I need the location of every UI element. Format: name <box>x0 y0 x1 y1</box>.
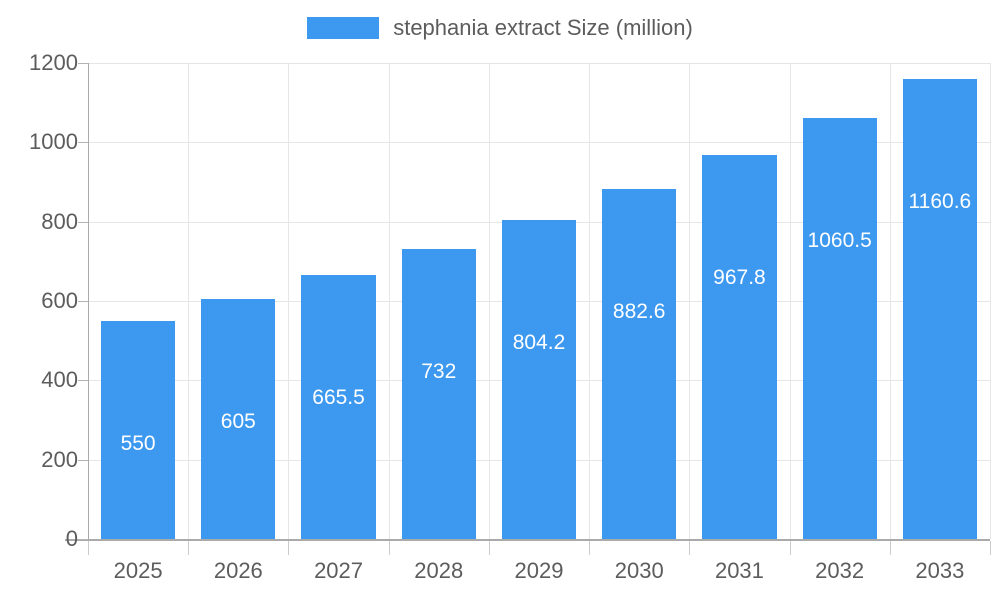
y-tick-mark <box>78 301 88 302</box>
y-tick-mark <box>78 459 88 461</box>
gridline-vertical <box>589 63 590 539</box>
y-tick-label: 200 <box>41 446 78 472</box>
y-tick-label: 0 <box>65 526 78 551</box>
x-tick-mark <box>188 541 189 555</box>
x-tick-mark <box>689 541 690 555</box>
y-tick-mark <box>78 539 88 540</box>
y-tick-label: 600 <box>41 288 78 313</box>
y-tick-label: 1000 <box>29 129 78 155</box>
x-tick-mark <box>389 541 390 555</box>
bar-2026[interactable]: 605 <box>201 299 276 539</box>
gridline-vertical <box>990 63 991 539</box>
y-tick-mark <box>78 380 88 382</box>
x-tick-label-2025: 2025 <box>113 558 163 583</box>
y-tick-label: 800 <box>41 208 78 234</box>
y-tick-label: 400 <box>41 367 78 393</box>
x-tick-mark <box>489 541 490 555</box>
gridline-vertical <box>689 63 690 539</box>
bar-2029[interactable]: 804.2 <box>501 220 577 539</box>
x-tick-mark <box>88 541 89 555</box>
bar-value-label: 550 <box>120 431 156 455</box>
y-axis-line <box>88 63 89 539</box>
bar-value-label: 665.5 <box>312 386 365 410</box>
x-tick-mark <box>288 541 289 555</box>
x-tick-mark <box>990 541 991 555</box>
legend-color-swatch-icon <box>307 16 380 39</box>
x-tick-mark <box>589 541 590 555</box>
bar-2027[interactable]: 665.5 <box>301 275 376 539</box>
x-tick-label-2032: 2032 <box>815 558 865 583</box>
x-tick-mark <box>790 541 791 555</box>
legend-label: stephania extract Size (million) <box>393 14 693 40</box>
x-tick-label-2030: 2030 <box>614 558 664 583</box>
gridline-horizontal <box>88 142 990 144</box>
bar-value-label: 882.6 <box>612 299 666 323</box>
x-axis-line <box>65 539 990 541</box>
bar-2033[interactable]: 1160.6 <box>902 78 977 539</box>
x-tick-label-2029: 2029 <box>514 558 564 583</box>
bar-2025[interactable]: 550 <box>101 320 176 539</box>
gridline-vertical <box>489 63 490 539</box>
gridline-vertical <box>389 63 390 539</box>
bar-value-label: 967.8 <box>713 266 766 290</box>
x-tick-mark <box>890 541 891 555</box>
bar-value-label: 732 <box>421 359 457 383</box>
gridline-vertical <box>890 63 891 539</box>
bar-value-label: 804.2 <box>512 331 566 355</box>
chart-legend: stephania extract Size (million) <box>0 0 1000 55</box>
plot-area: 550 605 665.5 732 804.2 882.6 967.8 1060.5 1160.… <box>88 63 991 539</box>
x-tick-label-2031: 2031 <box>714 558 764 583</box>
legend-entry-series-0[interactable]: stephania extract Size (million) <box>307 14 693 40</box>
gridline-horizontal <box>88 63 990 64</box>
bar-2031[interactable]: 967.8 <box>702 155 777 539</box>
y-tick-label: 1200 <box>29 50 78 75</box>
x-tick-label-2026: 2026 <box>213 558 263 583</box>
x-tick-label-2027: 2027 <box>314 558 364 583</box>
bar-value-label: 605 <box>220 410 256 434</box>
bar-2032[interactable]: 1060.5 <box>802 118 877 539</box>
y-tick-mark <box>78 142 88 144</box>
gridline-vertical <box>288 63 289 539</box>
y-tick-mark <box>78 63 88 64</box>
bar-2030[interactable]: 882.6 <box>602 188 677 539</box>
bar-value-label: 1060.5 <box>807 229 872 253</box>
x-tick-label-2033: 2033 <box>915 558 965 583</box>
bar-2028[interactable]: 732 <box>401 248 476 539</box>
gridline-vertical <box>188 63 189 539</box>
x-tick-label-2028: 2028 <box>414 558 464 583</box>
y-tick-mark <box>78 221 88 223</box>
gridline-vertical <box>790 63 791 539</box>
bar-value-label: 1160.6 <box>908 189 972 213</box>
